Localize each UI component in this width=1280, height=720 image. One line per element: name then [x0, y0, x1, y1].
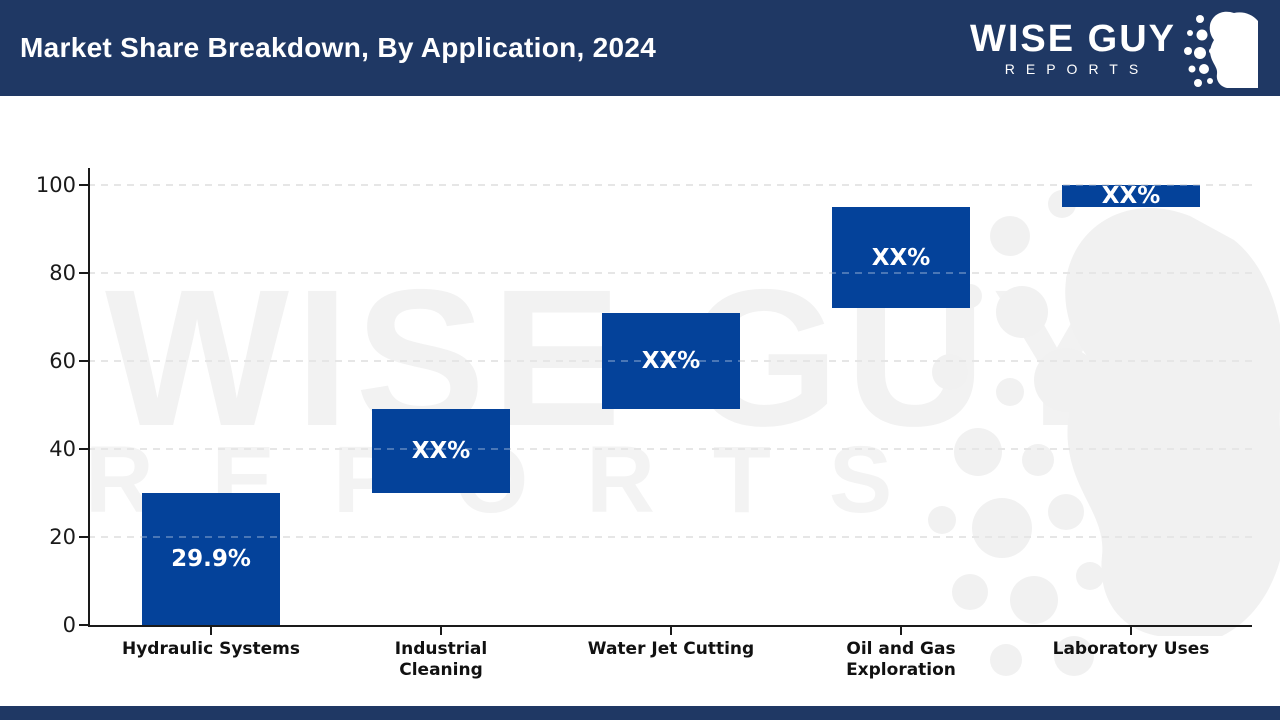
page-title: Market Share Breakdown, By Application, …	[20, 32, 657, 63]
y-tick-mark-80	[79, 272, 88, 274]
footer-bar	[0, 706, 1280, 720]
y-tick-mark-100	[79, 184, 88, 186]
category-label-4: Laboratory Uses	[1052, 639, 1210, 659]
brand-logo-head-icon	[1184, 11, 1258, 88]
bar-value-label: 29.9%	[171, 546, 251, 573]
y-tick-mark-0	[79, 624, 88, 626]
x-tick-mark-3	[900, 627, 902, 635]
gridline-overlay-80	[88, 272, 1252, 274]
gridline-80	[88, 272, 1252, 274]
y-tick-mark-20	[79, 536, 88, 538]
gridline-overlay-40	[88, 448, 1252, 450]
x-axis-line	[88, 625, 1252, 627]
gridline-overlay-100	[88, 184, 1252, 186]
y-tick-label-60: 60	[49, 349, 76, 373]
brand-logo: WISE GUY REPORTS	[970, 7, 1258, 89]
gridline-20	[88, 536, 1252, 538]
y-tick-mark-60	[79, 360, 88, 362]
y-tick-label-40: 40	[49, 437, 76, 461]
y-tick-label-80: 80	[49, 261, 76, 285]
bar-industrial-cleaning: XX%	[372, 409, 510, 494]
bar-value-label: XX%	[641, 347, 701, 374]
category-label-0: Hydraulic Systems	[121, 639, 301, 659]
gridline-100	[88, 184, 1252, 186]
category-label-1: Industrial Cleaning	[394, 639, 488, 681]
gridline-40	[88, 448, 1252, 450]
y-tick-mark-40	[79, 448, 88, 450]
category-label-3: Oil and Gas Exploration	[846, 639, 956, 681]
brand-logo-text: WISE GUY REPORTS	[970, 20, 1176, 76]
y-tick-label-100: 100	[35, 173, 76, 197]
bar-value-label: XX%	[871, 244, 931, 271]
brand-logo-reports: REPORTS	[1004, 61, 1150, 77]
brand-logo-wiseguy: WISE GUY	[969, 18, 1176, 60]
bar-oil-and-gas-exploration: XX%	[832, 207, 970, 309]
bar-value-label: XX%	[411, 438, 471, 465]
gridline-overlay-20	[88, 536, 1252, 538]
x-tick-mark-0	[210, 627, 212, 635]
header-bar: Market Share Breakdown, By Application, …	[0, 0, 1280, 96]
gridline-overlay-60	[88, 360, 1252, 362]
x-tick-mark-2	[670, 627, 672, 635]
y-axis-line	[88, 168, 90, 627]
watermark-head-dots	[928, 190, 1280, 676]
bar-value-label: XX%	[1101, 183, 1161, 209]
y-tick-label-20: 20	[49, 525, 76, 549]
x-tick-mark-1	[440, 627, 442, 635]
bar-water-jet-cutting: XX%	[602, 312, 740, 410]
category-label-2: Water Jet Cutting	[587, 639, 755, 659]
bar-hydraulic-systems: 29.9%	[142, 493, 280, 625]
x-tick-mark-4	[1130, 627, 1132, 635]
y-tick-label-0: 0	[62, 613, 76, 637]
bar-laboratory-uses: XX%	[1062, 183, 1200, 209]
